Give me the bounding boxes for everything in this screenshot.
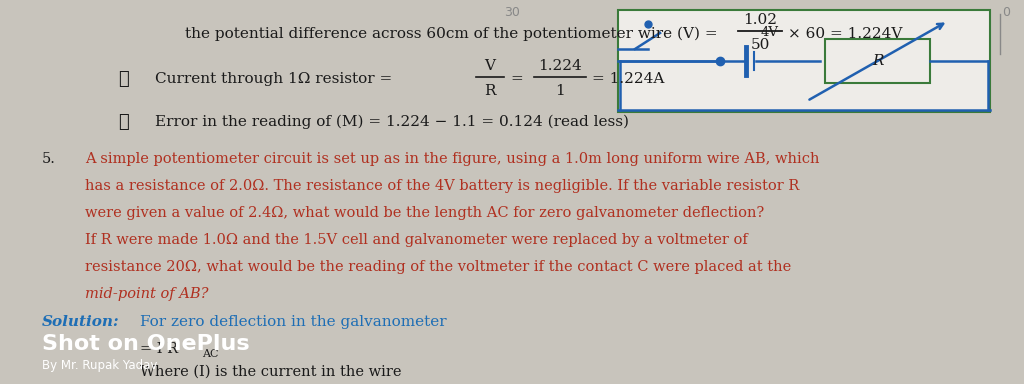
Text: 1: 1 [555,84,565,98]
Text: For zero deflection in the galvanometer: For zero deflection in the galvanometer [140,315,446,329]
Text: 30: 30 [504,6,520,19]
Text: If R were made 1.0Ω and the 1.5V cell and galvanometer were replaced by a voltme: If R were made 1.0Ω and the 1.5V cell an… [85,233,748,247]
Text: Error in the reading of (M) = 1.224 − 1.1 = 0.124 (read less): Error in the reading of (M) = 1.224 − 1.… [155,115,629,129]
Text: =: = [510,72,522,86]
Bar [618,10,990,112]
Text: ∴: ∴ [118,113,129,131]
Text: A simple potentiometer circuit is set up as in the figure, using a 1.0m long uni: A simple potentiometer circuit is set up… [85,152,819,166]
Bar [825,39,930,83]
Text: 0: 0 [1002,6,1010,19]
Text: × 60 = 1.224V: × 60 = 1.224V [788,27,902,41]
Text: resistance 20Ω, what would be the reading of the voltmeter if the contact C were: resistance 20Ω, what would be the readin… [85,260,792,274]
Text: Where (I) is the current in the wire: Where (I) is the current in the wire [140,365,401,379]
Text: Current through 1Ω resistor =: Current through 1Ω resistor = [155,72,392,86]
Text: By Mr. Rupak Yadav: By Mr. Rupak Yadav [42,359,158,372]
Text: V: V [484,59,496,73]
Text: Shot on OnePlus: Shot on OnePlus [42,334,250,354]
Text: were given a value of 2.4Ω, what would be the length AC for zero galvanometer de: were given a value of 2.4Ω, what would b… [85,206,764,220]
Text: 50: 50 [751,38,770,52]
Text: ∴: ∴ [118,70,129,88]
Text: 1.02: 1.02 [743,13,777,27]
Text: Solution:: Solution: [42,315,120,329]
Text: has a resistance of 2.0Ω. The resistance of the 4V battery is negligible. If the: has a resistance of 2.0Ω. The resistance… [85,179,800,193]
Text: R: R [484,84,496,98]
Text: AC: AC [202,349,218,359]
Text: mid-point of AB?: mid-point of AB? [85,287,209,301]
Text: the potential difference across 60cm of the potentiometer wire (V) =: the potential difference across 60cm of … [185,27,718,41]
Text: = I R: = I R [140,342,178,356]
Text: 4V: 4V [761,26,779,39]
Text: 5.: 5. [42,152,56,166]
Text: = 1.224A: = 1.224A [592,72,665,86]
Text: 1.224: 1.224 [539,59,582,73]
Text: R: R [871,54,884,68]
